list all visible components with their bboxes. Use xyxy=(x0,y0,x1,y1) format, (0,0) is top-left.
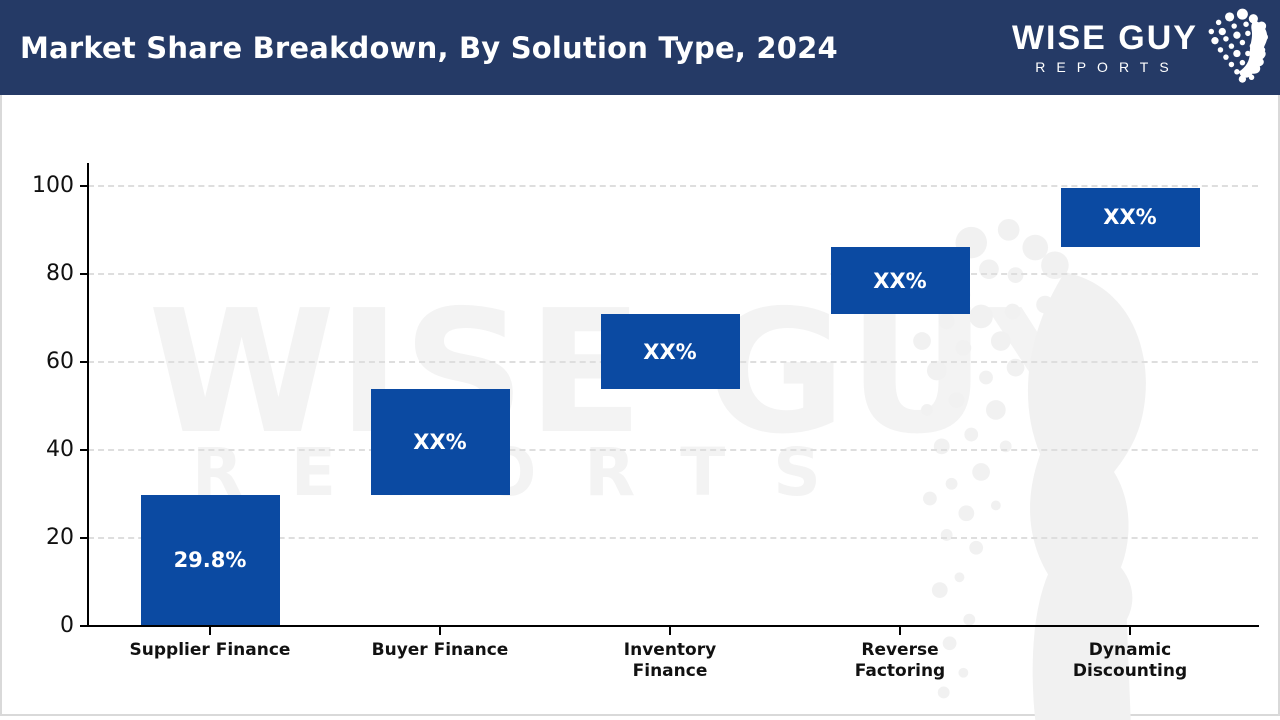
bar-inventory-finance: XX% xyxy=(600,314,740,390)
x-tick-buyer-finance xyxy=(439,627,441,635)
y-tick-label-60: 60 xyxy=(46,349,74,374)
y-tick-40 xyxy=(80,449,88,451)
logo-face-icon xyxy=(1208,8,1268,83)
bar-value-label: 29.8% xyxy=(173,548,247,573)
x-tick-inventory-finance xyxy=(669,627,671,635)
x-tick-reverse-factoring xyxy=(899,627,901,635)
bar-value-label: XX% xyxy=(643,339,697,364)
y-tick-label-0: 0 xyxy=(60,613,74,638)
y-tick-80 xyxy=(80,273,88,275)
app-header: Market Share Breakdown, By Solution Type… xyxy=(0,0,1280,95)
x-axis-line xyxy=(87,625,1259,627)
gridline-20 xyxy=(88,537,1258,539)
gridline-100 xyxy=(88,185,1258,187)
y-tick-label-40: 40 xyxy=(46,437,74,462)
x-label-dynamic-discounting: Dynamic Discounting xyxy=(1072,640,1188,681)
y-tick-0 xyxy=(80,625,88,627)
wiseguy-logo: WISE GUY REPORTS xyxy=(1012,6,1268,90)
x-label-supplier-finance: Supplier Finance xyxy=(129,640,291,660)
bar-dynamic-discounting: XX% xyxy=(1060,187,1200,247)
chart-title: Market Share Breakdown, By Solution Type… xyxy=(20,30,838,65)
gridline-40 xyxy=(88,449,1258,451)
gridline-80 xyxy=(88,273,1258,275)
bar-reverse-factoring: XX% xyxy=(830,246,970,315)
logo-reports-text: REPORTS xyxy=(1035,58,1180,75)
x-tick-supplier-finance xyxy=(209,627,211,635)
x-tick-dynamic-discounting xyxy=(1129,627,1131,635)
bar-buyer-finance: XX% xyxy=(370,389,510,495)
y-tick-label-80: 80 xyxy=(46,261,74,286)
x-label-buyer-finance: Buyer Finance xyxy=(371,640,509,660)
x-label-inventory-finance: Inventory Finance xyxy=(623,640,717,681)
bar-value-label: XX% xyxy=(873,268,927,293)
logo-text: WISE GUY REPORTS xyxy=(1011,19,1198,75)
logo-wordmark: WISE GUY xyxy=(1011,19,1198,58)
bar-value-label: XX% xyxy=(1103,205,1157,230)
y-axis-line xyxy=(87,163,89,627)
x-label-reverse-factoring: Reverse Factoring xyxy=(854,640,946,681)
bar-supplier-finance: 29.8% xyxy=(140,494,280,626)
y-tick-label-100: 100 xyxy=(32,173,74,198)
bar-value-label: XX% xyxy=(413,430,467,455)
y-tick-label-20: 20 xyxy=(46,525,74,550)
y-tick-60 xyxy=(80,361,88,363)
y-tick-20 xyxy=(80,537,88,539)
y-tick-100 xyxy=(80,185,88,187)
